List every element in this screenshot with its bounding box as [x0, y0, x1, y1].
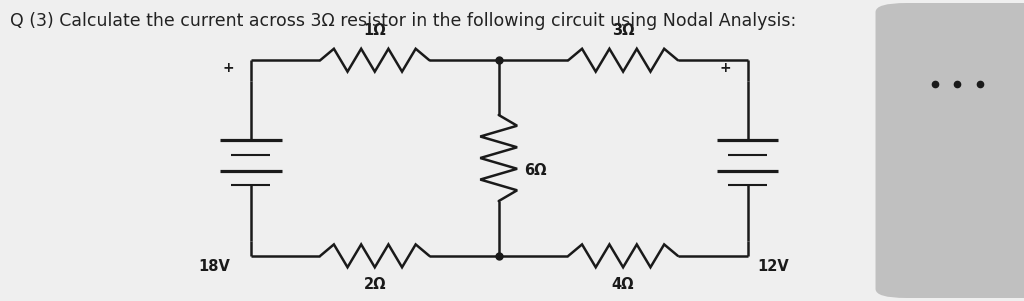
- FancyBboxPatch shape: [876, 3, 1024, 298]
- Text: 18V: 18V: [199, 259, 230, 274]
- Text: 2Ω: 2Ω: [364, 277, 386, 292]
- Text: 1Ω: 1Ω: [364, 23, 386, 38]
- Text: Q (3) Calculate the current across 3Ω resistor in the following circuit using No: Q (3) Calculate the current across 3Ω re…: [10, 12, 797, 30]
- Text: 6Ω: 6Ω: [524, 163, 547, 178]
- Text: 12V: 12V: [758, 259, 790, 274]
- Text: +: +: [222, 61, 234, 75]
- Text: 4Ω: 4Ω: [612, 277, 634, 292]
- Text: 3Ω: 3Ω: [612, 23, 634, 38]
- Text: +: +: [719, 61, 731, 75]
